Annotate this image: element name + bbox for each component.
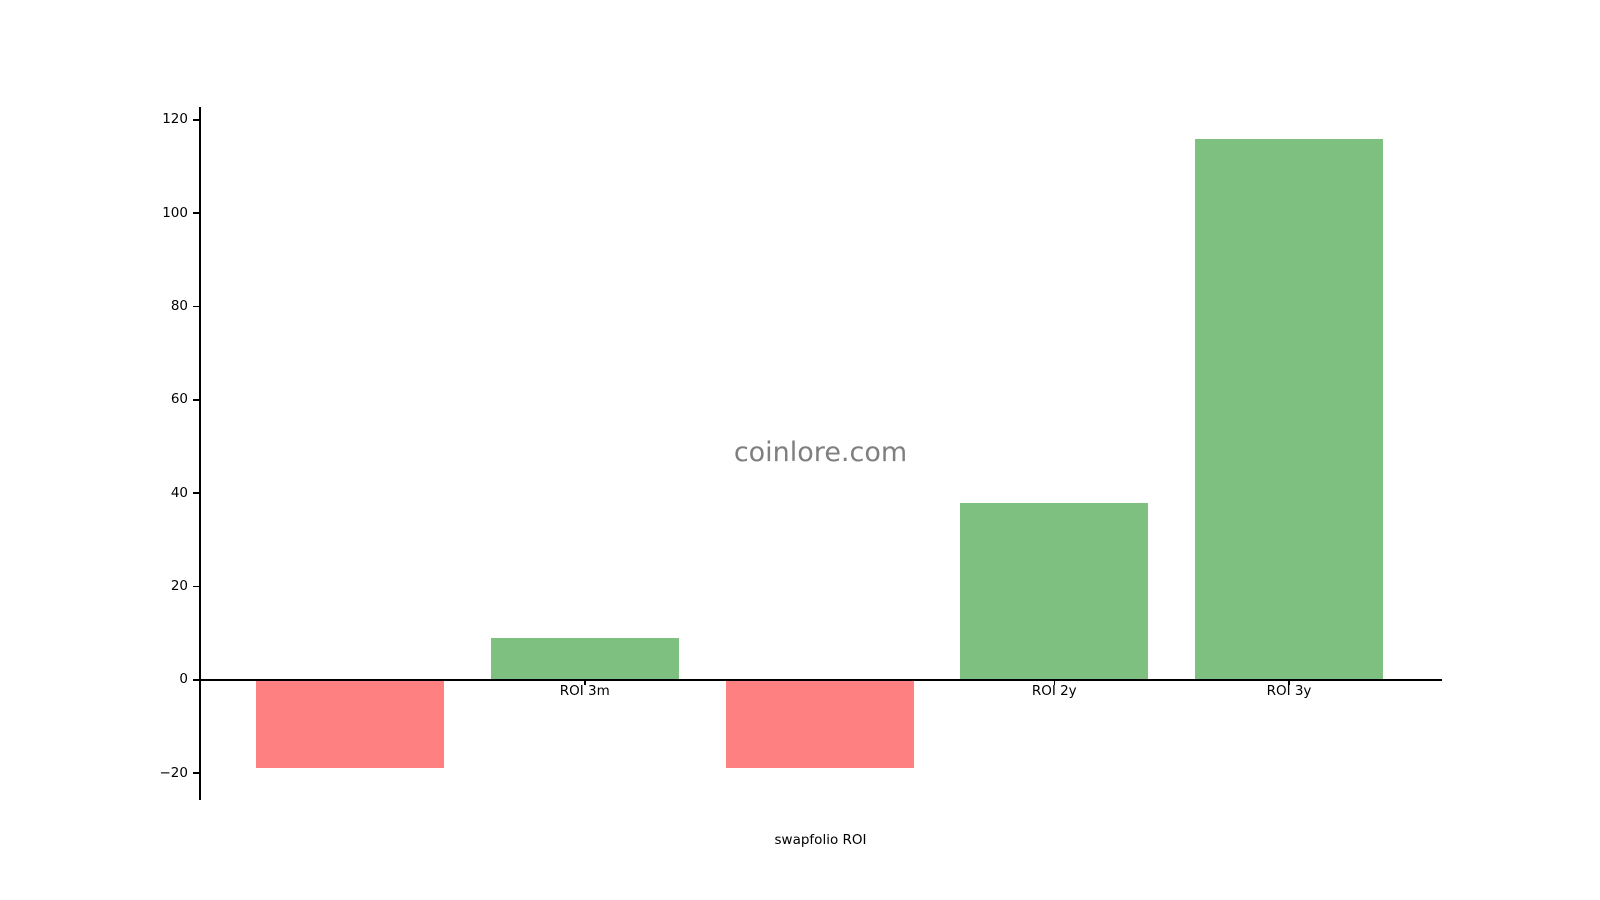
- y-tick-label: 0: [179, 671, 188, 688]
- x-axis-title: swapfolio ROI: [774, 832, 867, 848]
- y-tick-label: 40: [170, 484, 188, 501]
- x-tick-mark: [1288, 679, 1290, 685]
- x-tick-mark: [1053, 679, 1055, 685]
- watermark-text: coinlore.com: [733, 437, 908, 468]
- x-tick-mark: [584, 679, 586, 685]
- y-tick-mark: [193, 212, 199, 214]
- y-tick-mark: [193, 585, 199, 588]
- y-tick-label: 120: [162, 111, 188, 128]
- y-tick-label: 80: [170, 298, 188, 314]
- bar-series-2: [725, 679, 914, 769]
- bar-roi-3m: [490, 637, 679, 680]
- y-tick-label: 100: [162, 204, 188, 221]
- y-tick-mark: [193, 119, 199, 121]
- y-tick-mark: [193, 772, 199, 774]
- y-tick-mark: [193, 399, 199, 401]
- y-tick-mark: [193, 492, 199, 494]
- x-tick-label: ROI 2y: [1031, 683, 1077, 699]
- x-tick-label: ROI 3y: [1266, 683, 1312, 699]
- y-tick-label: 60: [170, 391, 188, 408]
- y-tick-label: 20: [170, 578, 188, 594]
- y-axis-spine: [199, 107, 201, 800]
- y-tick-mark: [193, 305, 199, 308]
- x-tick-label: ROI 3m: [559, 683, 610, 699]
- bar-series-0: [256, 679, 444, 769]
- y-tick-mark: [193, 679, 199, 681]
- bar-roi-2y: [960, 502, 1149, 680]
- x-axis-line: [199, 679, 1442, 681]
- y-tick-label: −20: [159, 764, 189, 781]
- bar-roi-3y: [1195, 138, 1383, 680]
